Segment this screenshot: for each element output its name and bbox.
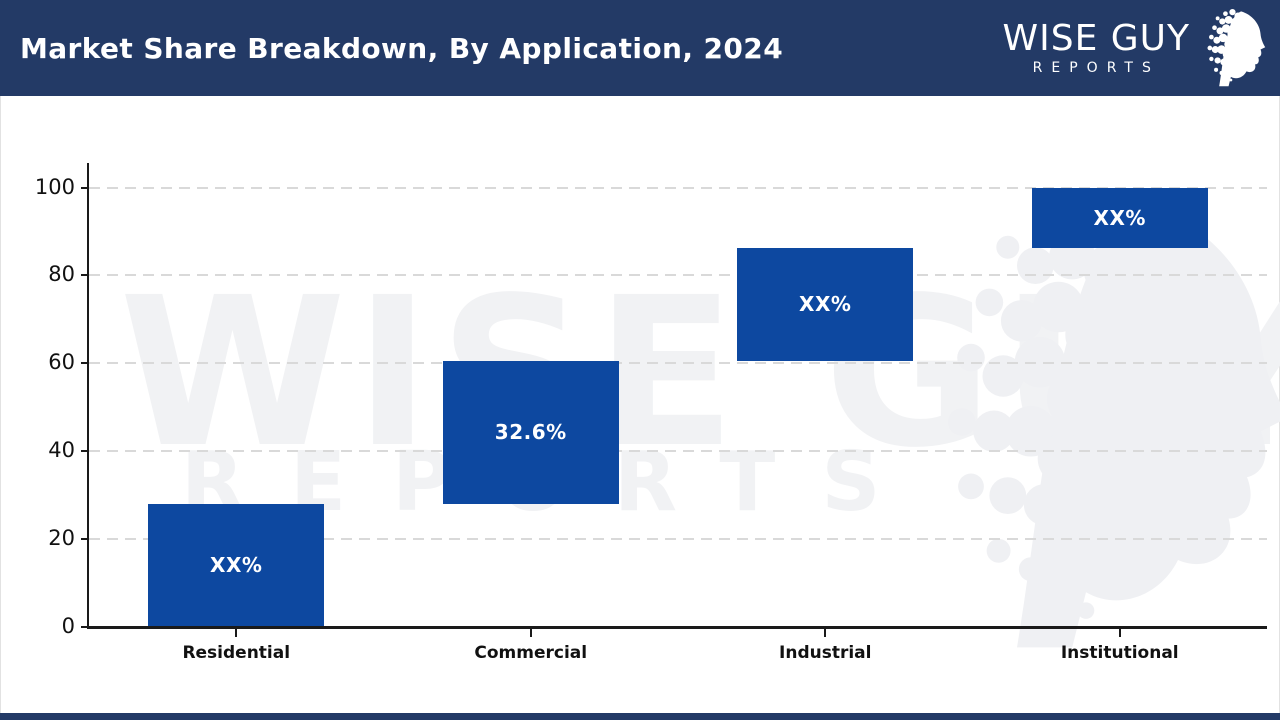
y-tick-label: 60 bbox=[48, 350, 75, 375]
x-tick-mark bbox=[824, 629, 827, 637]
y-tick-label: 20 bbox=[48, 526, 75, 551]
y-tick-label: 80 bbox=[48, 262, 75, 287]
gridline bbox=[89, 274, 1267, 277]
y-tick-label: 0 bbox=[61, 614, 75, 638]
gridline bbox=[89, 186, 1267, 189]
bar-commercial: 32.6% bbox=[442, 360, 619, 504]
y-axis-line bbox=[87, 163, 89, 629]
bar-residential: XX% bbox=[148, 503, 325, 627]
x-axis-line bbox=[87, 626, 1267, 629]
y-tick-mark bbox=[81, 274, 89, 277]
logo-subtext: REPORTS bbox=[1032, 60, 1160, 76]
y-tick-mark bbox=[81, 626, 89, 628]
logo-head-icon bbox=[1188, 7, 1266, 89]
chart-title: Market Share Breakdown, By Application, … bbox=[20, 31, 784, 65]
bar-institutional: XX% bbox=[1031, 187, 1208, 249]
x-tick-mark bbox=[529, 629, 532, 637]
footer-bar bbox=[0, 713, 1280, 720]
logo-wordmark: WISE GUY bbox=[1002, 18, 1190, 59]
x-tick-label: Commercial bbox=[474, 643, 588, 663]
y-tick-label: 100 bbox=[34, 174, 75, 199]
brand-logo: WISE GUY REPORTS bbox=[1003, 7, 1267, 89]
bar-industrial: XX% bbox=[737, 248, 914, 361]
y-tick-mark bbox=[81, 538, 89, 541]
bar-value-label: XX% bbox=[210, 553, 263, 578]
gridline bbox=[89, 450, 1267, 453]
bar-value-label: 32.6% bbox=[494, 420, 567, 445]
logo-text: WISE GUY REPORTS bbox=[1002, 18, 1191, 76]
y-tick-mark bbox=[81, 362, 89, 365]
x-tick-label: Institutional bbox=[1060, 643, 1179, 663]
gridline bbox=[89, 538, 1267, 541]
header-bar: Market Share Breakdown, By Application, … bbox=[0, 0, 1280, 96]
y-tick-mark bbox=[81, 450, 89, 453]
gridline bbox=[89, 362, 1267, 365]
bar-value-label: XX% bbox=[799, 292, 852, 317]
x-tick-mark bbox=[1118, 629, 1121, 637]
y-tick-label: 40 bbox=[48, 438, 75, 463]
x-tick-label: Residential bbox=[182, 643, 291, 663]
chart-area: WISE GUY REPORTS 020406080100XX%Resident… bbox=[0, 96, 1280, 713]
x-tick-mark bbox=[235, 629, 238, 637]
bar-value-label: XX% bbox=[1093, 205, 1146, 230]
y-tick-mark bbox=[81, 186, 89, 189]
x-tick-label: Industrial bbox=[779, 643, 872, 663]
